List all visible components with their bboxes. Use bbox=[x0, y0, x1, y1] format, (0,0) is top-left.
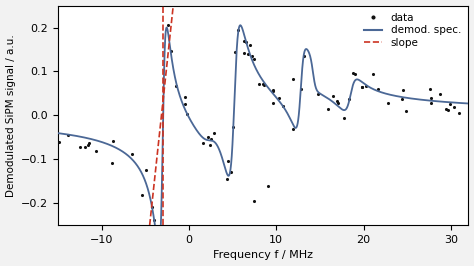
Point bbox=[204, 134, 212, 139]
Point bbox=[437, 92, 444, 96]
Point bbox=[251, 199, 258, 203]
Point bbox=[229, 125, 237, 129]
Point bbox=[269, 88, 277, 92]
Point bbox=[374, 87, 382, 92]
Point bbox=[225, 159, 232, 163]
Point bbox=[244, 51, 252, 56]
Point bbox=[275, 96, 283, 100]
Point bbox=[92, 149, 100, 153]
Point bbox=[398, 97, 406, 101]
Point bbox=[329, 94, 337, 98]
X-axis label: Frequency f / MHz: Frequency f / MHz bbox=[213, 251, 313, 260]
Point bbox=[183, 112, 191, 116]
Point bbox=[301, 54, 308, 58]
Point bbox=[269, 101, 276, 105]
Point bbox=[210, 131, 218, 135]
Point bbox=[315, 92, 322, 97]
Point bbox=[351, 72, 359, 76]
Point bbox=[324, 107, 332, 111]
Point bbox=[450, 105, 458, 110]
Point bbox=[447, 102, 454, 106]
Point bbox=[340, 116, 347, 120]
Point bbox=[289, 127, 297, 131]
Point bbox=[349, 71, 357, 76]
Point bbox=[240, 39, 247, 43]
Point bbox=[224, 177, 231, 181]
Point bbox=[246, 43, 254, 47]
Point bbox=[358, 85, 366, 89]
Point bbox=[250, 57, 258, 61]
Point bbox=[402, 109, 410, 114]
Point bbox=[259, 82, 267, 86]
Point bbox=[279, 104, 287, 108]
Point bbox=[173, 84, 180, 88]
Point bbox=[264, 184, 271, 188]
Point bbox=[248, 54, 255, 59]
Point bbox=[444, 108, 452, 112]
Point bbox=[151, 218, 158, 222]
Point bbox=[335, 100, 342, 105]
Point bbox=[108, 161, 116, 165]
Point bbox=[456, 111, 463, 115]
Point bbox=[84, 143, 91, 147]
Point bbox=[346, 97, 353, 101]
Y-axis label: Demodulated SiPM signal / a.u.: Demodulated SiPM signal / a.u. bbox=[6, 34, 16, 197]
Point bbox=[207, 137, 215, 141]
Point bbox=[255, 82, 263, 87]
Point bbox=[243, 40, 250, 44]
Point bbox=[199, 141, 207, 146]
Point bbox=[128, 152, 136, 156]
Point bbox=[333, 99, 340, 103]
Point bbox=[234, 28, 242, 32]
Point bbox=[64, 133, 72, 137]
Point bbox=[138, 193, 146, 197]
Point bbox=[240, 51, 247, 55]
Point bbox=[55, 140, 63, 144]
Point bbox=[426, 86, 434, 91]
Point bbox=[384, 101, 392, 105]
Point bbox=[231, 49, 239, 54]
Point bbox=[370, 72, 377, 76]
Point bbox=[181, 102, 189, 106]
Point bbox=[442, 107, 450, 111]
Point bbox=[149, 205, 156, 209]
Point bbox=[260, 83, 267, 88]
Point bbox=[142, 168, 149, 172]
Point bbox=[228, 170, 235, 174]
Point bbox=[181, 95, 189, 99]
Legend: data, demod. spec., slope: data, demod. spec., slope bbox=[359, 9, 465, 52]
Point bbox=[76, 145, 83, 149]
Point bbox=[269, 89, 277, 93]
Point bbox=[85, 140, 93, 145]
Point bbox=[167, 49, 175, 53]
Point bbox=[297, 86, 305, 91]
Point bbox=[109, 139, 117, 143]
Point bbox=[428, 101, 435, 105]
Point bbox=[81, 145, 89, 149]
Point bbox=[206, 143, 214, 147]
Point bbox=[362, 84, 370, 89]
Point bbox=[164, 23, 172, 27]
Point bbox=[359, 85, 366, 89]
Point bbox=[428, 96, 435, 101]
Point bbox=[289, 77, 297, 81]
Point bbox=[400, 88, 407, 92]
